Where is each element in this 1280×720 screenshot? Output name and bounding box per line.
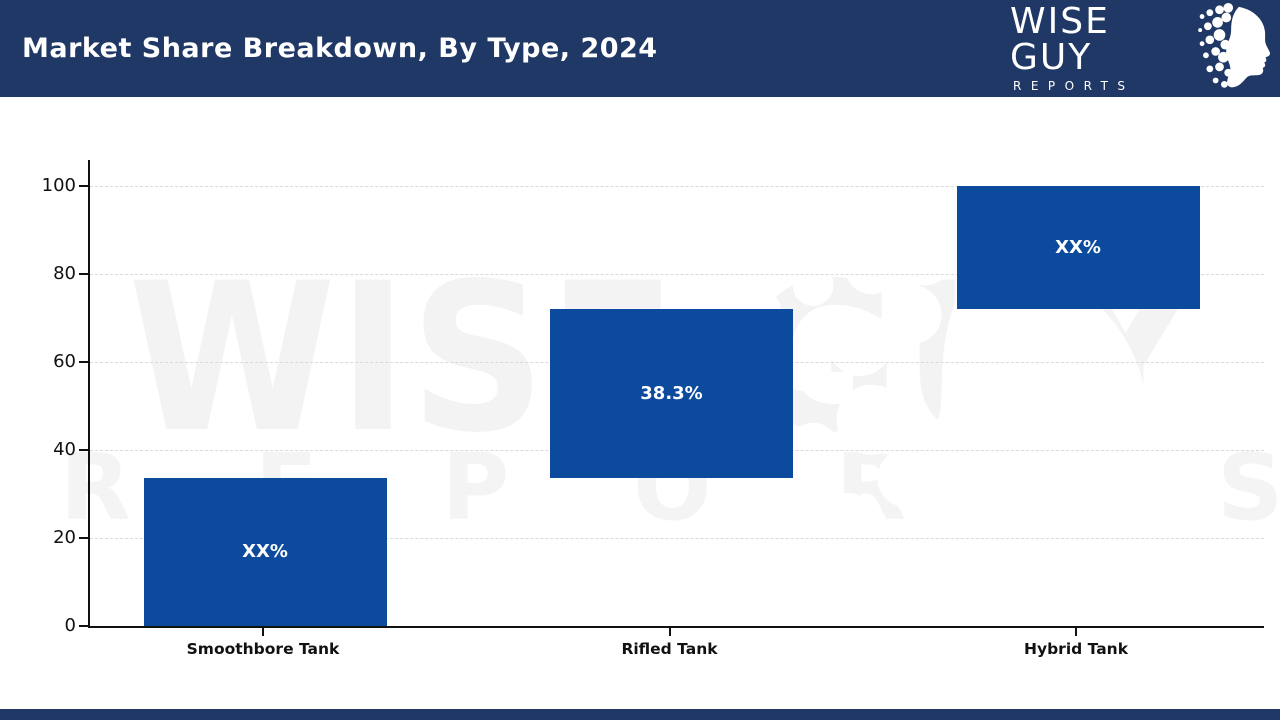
y-tick-label-100: 100 (41, 175, 76, 196)
y-tick-label-60: 60 (53, 351, 76, 372)
bar-rifled-tank: 38.3% (550, 309, 793, 478)
y-tick-mark-40 (79, 449, 88, 451)
y-tick-mark-0 (79, 625, 88, 627)
bar-value-label-hybrid-tank: XX% (1055, 237, 1101, 259)
logo-wordmark: WISE GUY (1010, 1, 1110, 78)
bar-value-label-rifled-tank: 38.3% (640, 382, 703, 404)
y-tick-mark-60 (79, 361, 88, 363)
y-tick-mark-100 (79, 185, 88, 187)
y-tick-mark-80 (79, 273, 88, 275)
y-tick-mark-20 (79, 537, 88, 539)
page-title: Market Share Breakdown, By Type, 2024 (22, 33, 658, 64)
x-tick-mark-hybrid-tank (1075, 628, 1077, 636)
x-category-label-hybrid-tank: Hybrid Tank (1024, 640, 1128, 658)
bar-smoothbore-tank: XX% (143, 477, 387, 626)
x-tick-mark-rifled-tank (668, 628, 671, 636)
footer-bar (0, 709, 1280, 720)
y-tick-label-0: 0 (64, 615, 76, 636)
logo-subtitle: REPORTS (1013, 79, 1135, 93)
logo-head-profile-icon (1198, 2, 1271, 88)
plot-area: XX% 38.3% XX% (88, 160, 1264, 628)
gridline-y-20 (90, 538, 1264, 539)
logo-text: WISE GUY REPORTS (1010, 1, 1194, 94)
bar-hybrid-tank: XX% (956, 186, 1200, 310)
y-tick-label-20: 20 (53, 527, 76, 548)
wise-guy-reports-logo: WISE GUY REPORTS (1010, 0, 1274, 97)
x-category-label-smoothbore-tank: Smoothbore Tank (186, 640, 340, 658)
gridline-y-80 (90, 274, 1264, 275)
x-category-label-rifled-tank: Rifled Tank (621, 640, 718, 658)
gridline-y-100 (90, 186, 1264, 187)
bar-value-label-smoothbore-tank: XX% (242, 541, 288, 563)
y-tick-label-40: 40 (53, 439, 76, 460)
header-bar: Market Share Breakdown, By Type, 2024 WI… (0, 0, 1280, 97)
x-tick-mark-smoothbore-tank (262, 628, 264, 636)
y-tick-label-80: 80 (53, 263, 76, 284)
